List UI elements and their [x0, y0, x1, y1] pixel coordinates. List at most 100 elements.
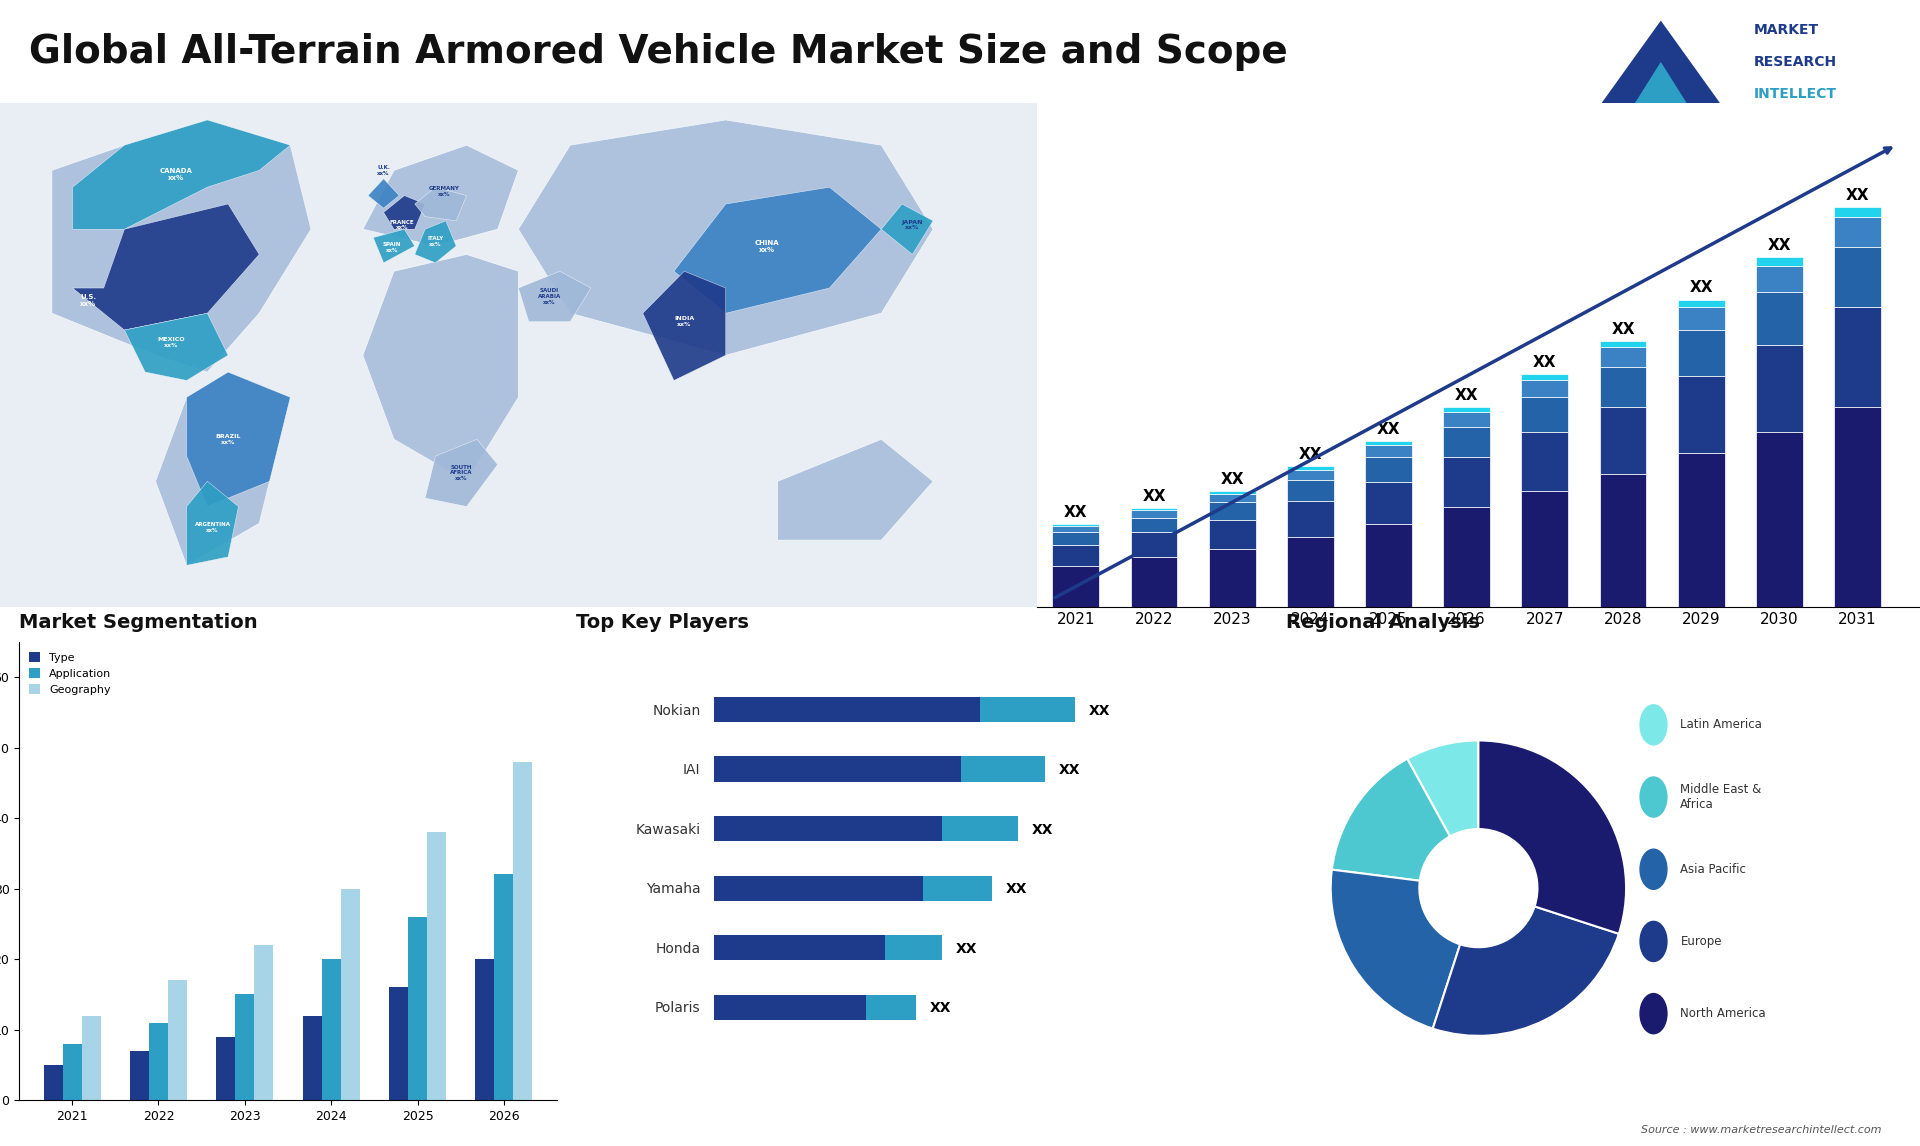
- Bar: [714, 697, 981, 722]
- Text: ITALY
xx%: ITALY xx%: [428, 236, 444, 248]
- Polygon shape: [52, 120, 311, 372]
- Bar: [714, 876, 924, 901]
- Text: Middle East &
Africa: Middle East & Africa: [1680, 783, 1763, 811]
- Bar: [1599, 407, 1647, 474]
- Text: MEXICO
xx%: MEXICO xx%: [157, 337, 184, 348]
- Bar: [885, 935, 943, 960]
- Polygon shape: [415, 187, 467, 221]
- Bar: [1365, 482, 1411, 524]
- Polygon shape: [363, 254, 518, 481]
- Bar: [714, 935, 885, 960]
- Text: XX: XX: [1532, 355, 1557, 370]
- Bar: [1286, 466, 1334, 470]
- Bar: [1521, 432, 1569, 490]
- Text: XX: XX: [1089, 704, 1110, 717]
- Text: Top Key Players: Top Key Players: [576, 613, 749, 631]
- Text: XX: XX: [956, 942, 977, 956]
- Text: INDIA
xx%: INDIA xx%: [674, 316, 695, 327]
- Bar: [714, 756, 962, 782]
- Text: RESEARCH: RESEARCH: [1755, 55, 1837, 69]
- Text: ARGENTINA
xx%: ARGENTINA xx%: [194, 523, 230, 533]
- Polygon shape: [186, 481, 238, 565]
- Bar: [1521, 490, 1569, 607]
- Bar: [1599, 474, 1647, 607]
- Circle shape: [1640, 921, 1667, 961]
- Polygon shape: [369, 179, 399, 209]
- Bar: [1210, 494, 1256, 502]
- Bar: [1521, 398, 1569, 432]
- Bar: [1757, 345, 1803, 432]
- Polygon shape: [1592, 21, 1730, 117]
- Bar: [44, 1065, 63, 1100]
- Bar: [1444, 427, 1490, 457]
- Text: XX: XX: [1142, 488, 1165, 503]
- Bar: [1757, 258, 1803, 266]
- Text: XX: XX: [1611, 322, 1634, 337]
- Bar: [1678, 453, 1724, 607]
- Wedge shape: [1407, 740, 1478, 837]
- Bar: [1599, 340, 1647, 347]
- Polygon shape: [73, 120, 290, 229]
- Bar: [63, 1044, 83, 1100]
- Text: SOUTH
AFRICA
xx%: SOUTH AFRICA xx%: [449, 464, 472, 481]
- Bar: [1521, 379, 1569, 398]
- Bar: [1052, 524, 1100, 526]
- Polygon shape: [424, 439, 497, 507]
- Bar: [1286, 480, 1334, 501]
- Bar: [1210, 490, 1256, 494]
- Bar: [513, 762, 532, 1100]
- Circle shape: [1640, 777, 1667, 817]
- Bar: [1757, 432, 1803, 607]
- Text: SPAIN
xx%: SPAIN xx%: [382, 242, 401, 253]
- Text: Yamaha: Yamaha: [645, 882, 701, 896]
- Circle shape: [1640, 705, 1667, 745]
- Polygon shape: [643, 272, 726, 380]
- Legend: Type, Application, Geography: Type, Application, Geography: [25, 647, 115, 700]
- Bar: [943, 816, 1018, 841]
- Polygon shape: [518, 272, 591, 322]
- Polygon shape: [73, 204, 259, 330]
- Text: FRANCE
xx%: FRANCE xx%: [390, 220, 415, 230]
- Bar: [167, 980, 186, 1100]
- Bar: [1834, 218, 1882, 248]
- Bar: [390, 988, 409, 1100]
- Text: XX: XX: [1006, 882, 1027, 896]
- Text: GERMANY
xx%: GERMANY xx%: [428, 186, 459, 197]
- Bar: [1131, 508, 1177, 510]
- Bar: [253, 945, 273, 1100]
- Text: XX: XX: [1845, 188, 1870, 203]
- Bar: [493, 874, 513, 1100]
- Bar: [236, 995, 253, 1100]
- Text: Honda: Honda: [655, 942, 701, 956]
- Bar: [1210, 502, 1256, 520]
- Bar: [714, 816, 943, 841]
- Bar: [1444, 413, 1490, 427]
- Text: SAUDI
ARABIA
xx%: SAUDI ARABIA xx%: [538, 288, 561, 305]
- Bar: [1365, 524, 1411, 607]
- Text: XX: XX: [1064, 505, 1087, 520]
- Polygon shape: [156, 372, 290, 565]
- Circle shape: [1640, 994, 1667, 1034]
- Bar: [1834, 248, 1882, 307]
- Bar: [1365, 445, 1411, 457]
- Bar: [1678, 307, 1724, 330]
- Bar: [1052, 526, 1100, 533]
- Polygon shape: [125, 313, 228, 380]
- Text: U.K.
xx%: U.K. xx%: [376, 165, 390, 175]
- Text: CANADA
xx%: CANADA xx%: [159, 168, 192, 181]
- Text: North America: North America: [1680, 1007, 1766, 1020]
- Text: Nokian: Nokian: [653, 704, 701, 717]
- Text: XX: XX: [1455, 388, 1478, 403]
- Wedge shape: [1331, 870, 1459, 1029]
- Bar: [1131, 518, 1177, 533]
- Bar: [1444, 508, 1490, 607]
- Bar: [1678, 299, 1724, 307]
- Bar: [1834, 407, 1882, 607]
- Bar: [866, 995, 916, 1020]
- Text: Regional Analysis: Regional Analysis: [1286, 613, 1480, 631]
- Circle shape: [1640, 849, 1667, 889]
- Bar: [1131, 533, 1177, 557]
- Polygon shape: [518, 120, 933, 355]
- Wedge shape: [1432, 906, 1619, 1036]
- Wedge shape: [1478, 740, 1626, 934]
